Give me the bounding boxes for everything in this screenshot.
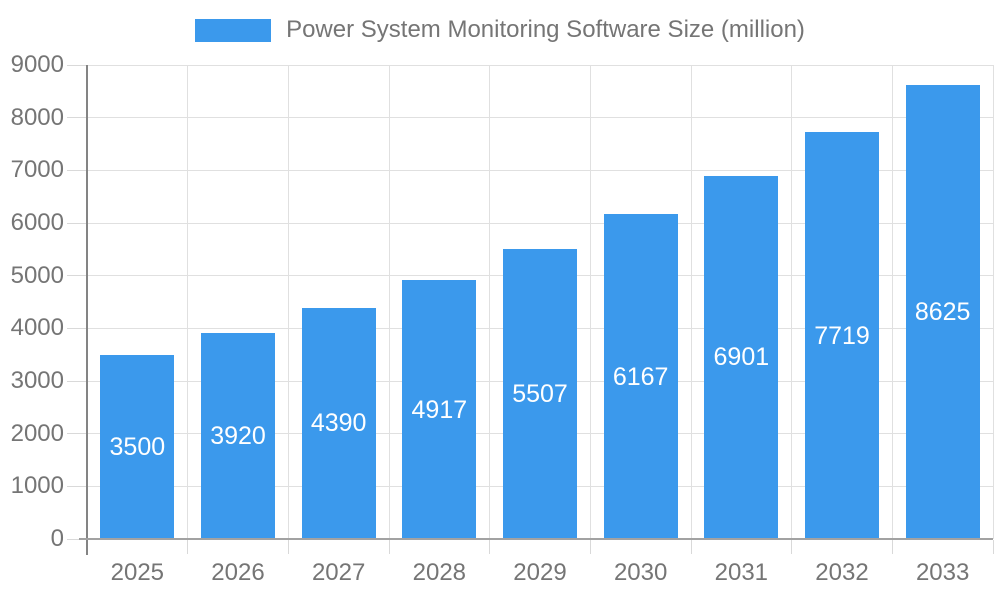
bar[interactable] (805, 132, 879, 539)
y-axis-tick (67, 169, 87, 171)
legend-item[interactable]: Power System Monitoring Software Size (m… (0, 16, 1000, 44)
y-axis-label: 4000 (10, 314, 64, 342)
bar-value-label: 3920 (210, 421, 266, 450)
bar-value-label: 3500 (109, 432, 166, 461)
bar-value-label: 4917 (411, 395, 468, 424)
x-axis-tick (992, 540, 994, 554)
bar[interactable] (100, 354, 175, 539)
x-axis-label: 2026 (211, 559, 265, 586)
bar-value-label: 6167 (612, 362, 669, 391)
x-axis-line (79, 538, 993, 540)
y-axis-label: 7000 (10, 156, 64, 184)
y-axis-label: 3000 (10, 367, 64, 394)
bar[interactable] (201, 332, 275, 539)
y-gridline (87, 117, 993, 119)
y-axis-tick (67, 327, 87, 329)
x-gridline (489, 65, 491, 539)
y-axis-label: 6000 (10, 209, 64, 236)
y-gridline (87, 64, 993, 66)
x-axis-label: 2028 (412, 559, 467, 586)
x-axis-label: 2027 (311, 559, 366, 586)
y-axis-tick (67, 64, 87, 66)
x-gridline (388, 65, 390, 539)
bar-value-label: 7719 (814, 321, 870, 350)
x-axis-tick (589, 540, 591, 554)
y-axis-label: 0 (50, 525, 64, 552)
y-axis-line (86, 65, 88, 555)
legend-swatch-icon (195, 18, 272, 42)
x-gridline (589, 65, 591, 539)
y-axis-label: 9000 (10, 51, 64, 78)
x-axis-label: 2025 (110, 559, 165, 586)
x-axis-tick (690, 540, 692, 554)
y-gridline (87, 169, 993, 171)
legend-label: Power System Monitoring Software Size (m… (286, 16, 805, 43)
x-gridline (187, 65, 189, 539)
y-gridline (87, 222, 993, 224)
bar[interactable] (402, 280, 477, 539)
bar[interactable] (503, 248, 577, 539)
y-axis-tick (67, 222, 87, 224)
x-gridline (891, 65, 893, 539)
bar-value-label: 4390 (310, 409, 367, 438)
x-axis-label: 2032 (815, 559, 869, 586)
y-axis-tick (67, 433, 87, 435)
bar-value-label: 8625 (914, 297, 971, 326)
x-gridline (690, 65, 692, 539)
x-axis-label: 2029 (513, 559, 567, 586)
y-axis-label: 5000 (10, 261, 64, 289)
bar[interactable] (704, 175, 779, 539)
x-axis-tick (287, 540, 289, 554)
y-axis-label: 1000 (10, 472, 64, 500)
bar[interactable] (905, 84, 980, 539)
y-axis-tick (67, 380, 87, 382)
bar[interactable] (301, 307, 376, 539)
x-gridline (287, 65, 289, 539)
x-axis-tick (489, 540, 491, 554)
x-axis-label: 2030 (613, 559, 668, 586)
y-axis-tick (67, 485, 87, 487)
x-axis-label: 2031 (714, 559, 769, 586)
bar-value-label: 5507 (512, 379, 568, 408)
bar[interactable] (603, 214, 678, 539)
y-axis-tick (67, 117, 87, 119)
x-gridline (992, 65, 994, 539)
x-axis-tick (187, 540, 189, 554)
x-axis-label: 2033 (915, 559, 970, 586)
y-axis-tick (67, 275, 87, 277)
x-axis-tick (388, 540, 390, 554)
y-axis-label: 8000 (10, 103, 64, 131)
bar-value-label: 6901 (713, 343, 770, 372)
x-axis-tick (891, 540, 893, 554)
y-axis-label: 2000 (10, 419, 64, 447)
y-axis-tick (67, 538, 87, 540)
x-gridline (791, 65, 793, 539)
x-axis-tick (791, 540, 793, 554)
